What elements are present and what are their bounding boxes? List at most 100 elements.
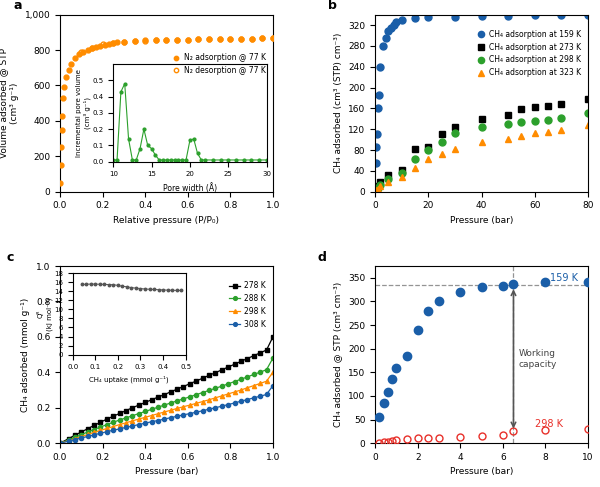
- N₂ adsorption @ 77 K: [97, 43, 104, 49]
- N₂ desorption @ 77 K: [99, 41, 106, 47]
- N₂ adsorption @ 77 K: [114, 39, 121, 45]
- 298 K: [56, 440, 64, 446]
- 298 K: [65, 438, 72, 444]
- 288 K: [167, 400, 175, 406]
- 298 K: [129, 418, 136, 424]
- Text: b: b: [328, 0, 337, 12]
- CH₄ adsorption at 159 K: [388, 25, 395, 31]
- 298 K: [91, 430, 98, 435]
- 308 K: [71, 437, 79, 443]
- N₂ adsorption @ 77 K: [58, 145, 65, 150]
- 278 K: [238, 358, 245, 364]
- CH₄ adsorption at 159 K: [558, 12, 565, 18]
- 278 K: [56, 440, 64, 446]
- CH₄ adsorption at 159 K: [478, 13, 485, 19]
- 288 K: [205, 388, 212, 393]
- 288 K: [71, 434, 79, 440]
- CH₄ adsorption at 323 K: [505, 136, 512, 142]
- CH₄ adsorption at 323 K: [412, 165, 419, 170]
- 298 K: [71, 436, 79, 442]
- N₂ adsorption @ 77 K: [216, 36, 223, 42]
- CH₄ adsorption at 323 K: [584, 122, 592, 128]
- 278 K: [257, 350, 264, 356]
- N₂ adsorption @ 77 K: [110, 40, 117, 46]
- 308 K: [218, 403, 226, 409]
- 298 K: [180, 404, 187, 410]
- CH₄ adsorption at 159 K: [372, 160, 379, 166]
- 308 K: [167, 415, 175, 421]
- Y-axis label: CH₄ adsorbed @ STP (cm³ cm⁻³): CH₄ adsorbed @ STP (cm³ cm⁻³): [334, 282, 343, 427]
- N₂ desorption @ 77 K: [259, 36, 266, 41]
- N₂ desorption @ 77 K: [173, 37, 181, 43]
- X-axis label: Pressure (bar): Pressure (bar): [450, 216, 513, 225]
- 298 K: [231, 389, 238, 395]
- 278 K: [205, 373, 212, 378]
- 278 K: [142, 399, 149, 405]
- 278 K: [65, 436, 72, 442]
- N₂ adsorption @ 77 K: [88, 45, 95, 51]
- 288 K: [244, 374, 251, 380]
- 278 K: [97, 419, 104, 425]
- N₂ desorption @ 77 K: [142, 38, 149, 44]
- N₂ adsorption @ 77 K: [58, 127, 65, 132]
- CH₄ adsorption at 323 K: [377, 184, 384, 189]
- 308 K: [231, 400, 238, 406]
- N₂ adsorption @ 77 K: [80, 49, 87, 55]
- 308 K: [56, 440, 64, 446]
- CH₄ adsorption at 159 K: [505, 13, 512, 19]
- CH₄ adsorption at 159 K: [531, 12, 538, 18]
- 308 K: [103, 429, 110, 434]
- CH₄ adsorption at 273 K: [518, 107, 525, 112]
- N₂ desorption @ 77 K: [205, 37, 212, 42]
- Y-axis label: CH₄ adsorbed (mmol g⁻¹): CH₄ adsorbed (mmol g⁻¹): [22, 298, 31, 412]
- 278 K: [263, 347, 270, 353]
- 288 K: [193, 392, 200, 397]
- 288 K: [186, 394, 193, 400]
- CH₄ adsorption at 273 K: [505, 112, 512, 117]
- 298 K: [193, 400, 200, 406]
- 288 K: [116, 417, 123, 423]
- 288 K: [199, 390, 206, 395]
- 278 K: [180, 384, 187, 390]
- CH₄ adsorption at 159 K: [425, 14, 432, 20]
- CH₄ adsorption at 323 K: [374, 186, 382, 192]
- Legend: CH₄ adsorption at 159 K, CH₄ adsorption at 273 K, CH₄ adsorption at 298 K, CH₄ a: CH₄ adsorption at 159 K, CH₄ adsorption …: [473, 27, 584, 80]
- N₂ adsorption @ 77 K: [227, 36, 234, 42]
- CH₄ adsorption at 298 K: [505, 121, 512, 127]
- 288 K: [91, 427, 98, 432]
- 298 K: [250, 383, 257, 389]
- 288 K: [212, 385, 219, 391]
- CH₄ adsorption at 298 K: [385, 176, 392, 182]
- 278 K: [148, 397, 155, 403]
- CH₄ adsorption at 273 K: [438, 131, 445, 137]
- CH₄ adsorption at 298 K: [544, 117, 551, 123]
- 288 K: [238, 376, 245, 382]
- 278 K: [244, 356, 251, 361]
- CH₄ adsorption at 298 K: [372, 187, 379, 193]
- 278 K: [218, 367, 226, 373]
- N₂ adsorption @ 77 K: [57, 180, 64, 186]
- 308 K: [122, 425, 130, 431]
- 288 K: [122, 415, 130, 421]
- X-axis label: Pressure (bar): Pressure (bar): [135, 468, 198, 476]
- CH₄ adsorption at 298 K: [412, 156, 419, 162]
- 308 K: [91, 432, 98, 438]
- Line: 308 K: 308 K: [58, 384, 275, 445]
- 308 K: [244, 397, 251, 403]
- N₂ adsorption @ 77 K: [59, 95, 67, 101]
- CH₄ adsorption at 298 K: [425, 147, 432, 153]
- 278 K: [71, 432, 79, 438]
- Line: CH₄ adsorption at 298 K: CH₄ adsorption at 298 K: [373, 109, 592, 194]
- N₂ adsorption @ 77 K: [131, 38, 138, 44]
- CH₄ adsorption at 159 K: [374, 106, 382, 112]
- 308 K: [199, 408, 206, 413]
- 278 K: [224, 364, 232, 370]
- CH₄ adsorption at 273 K: [531, 104, 538, 110]
- 288 K: [250, 372, 257, 377]
- 288 K: [154, 404, 161, 410]
- CH₄ adsorption at 323 K: [478, 139, 485, 145]
- CH₄ adsorption at 159 K: [385, 28, 392, 34]
- N₂ adsorption @ 77 K: [195, 37, 202, 42]
- CH₄ adsorption at 273 K: [377, 179, 384, 185]
- 298 K: [173, 406, 181, 412]
